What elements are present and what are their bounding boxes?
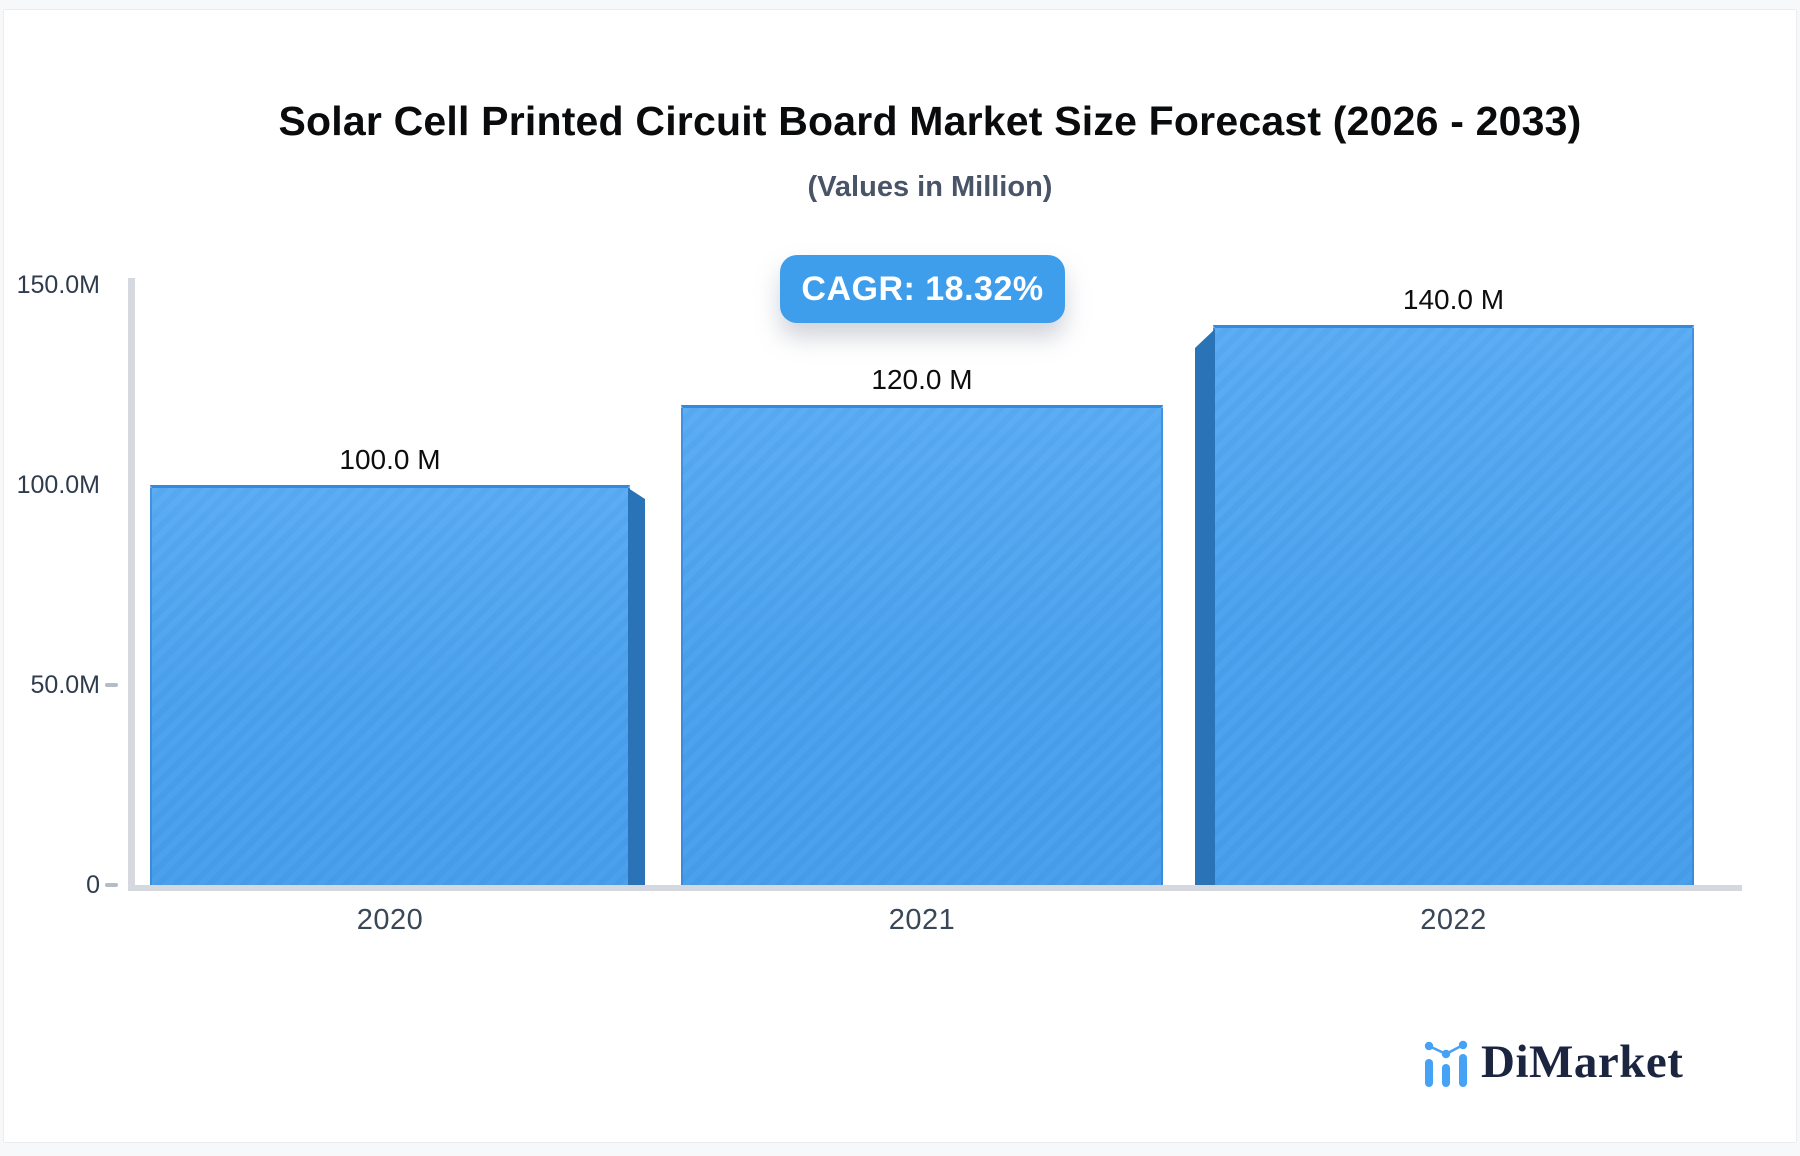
y-tick-mark — [105, 883, 118, 887]
y-tick-label-150: 150.0M — [16, 271, 100, 299]
brand-logo[interactable]: DiMarket — [1423, 1036, 1683, 1088]
chart-subtitle: (Values in Million) — [807, 171, 1053, 203]
bar-value-label-2020: 100.0 M — [339, 444, 441, 475]
chart-title: Solar Cell Printed Circuit Board Market … — [278, 98, 1582, 144]
bar-2021[interactable] — [681, 405, 1163, 885]
y-axis-line — [128, 278, 135, 891]
y-tick-label-50: 50.0M — [30, 671, 100, 699]
brand-logo-text: DiMarket — [1481, 1036, 1684, 1089]
bar-value-label-2022: 140.0 M — [1402, 284, 1505, 315]
bar-value-label-2021: 120.0 M — [871, 364, 973, 395]
x-tick-label-2022: 2022 — [1420, 904, 1487, 936]
cagr-badge: CAGR: 18.32% — [780, 255, 1065, 323]
x-tick-label-2020: 2020 — [356, 904, 424, 936]
y-tick-label-100: 100.0M — [16, 471, 100, 499]
x-axis-line — [128, 885, 1742, 891]
bar-chart-logo-icon — [1424, 1040, 1468, 1087]
bar-2020-3d-side — [628, 488, 645, 885]
y-tick-mark — [105, 683, 118, 687]
bar-2022[interactable] — [1195, 325, 1694, 885]
x-tick-label-2021: 2021 — [888, 904, 956, 936]
cagr-badge-label: CAGR: 18.32% — [801, 269, 1044, 308]
y-tick-label-0: 0 — [86, 871, 100, 899]
bar-2020[interactable] — [150, 485, 645, 885]
bar-2022-3d-side — [1195, 329, 1215, 885]
